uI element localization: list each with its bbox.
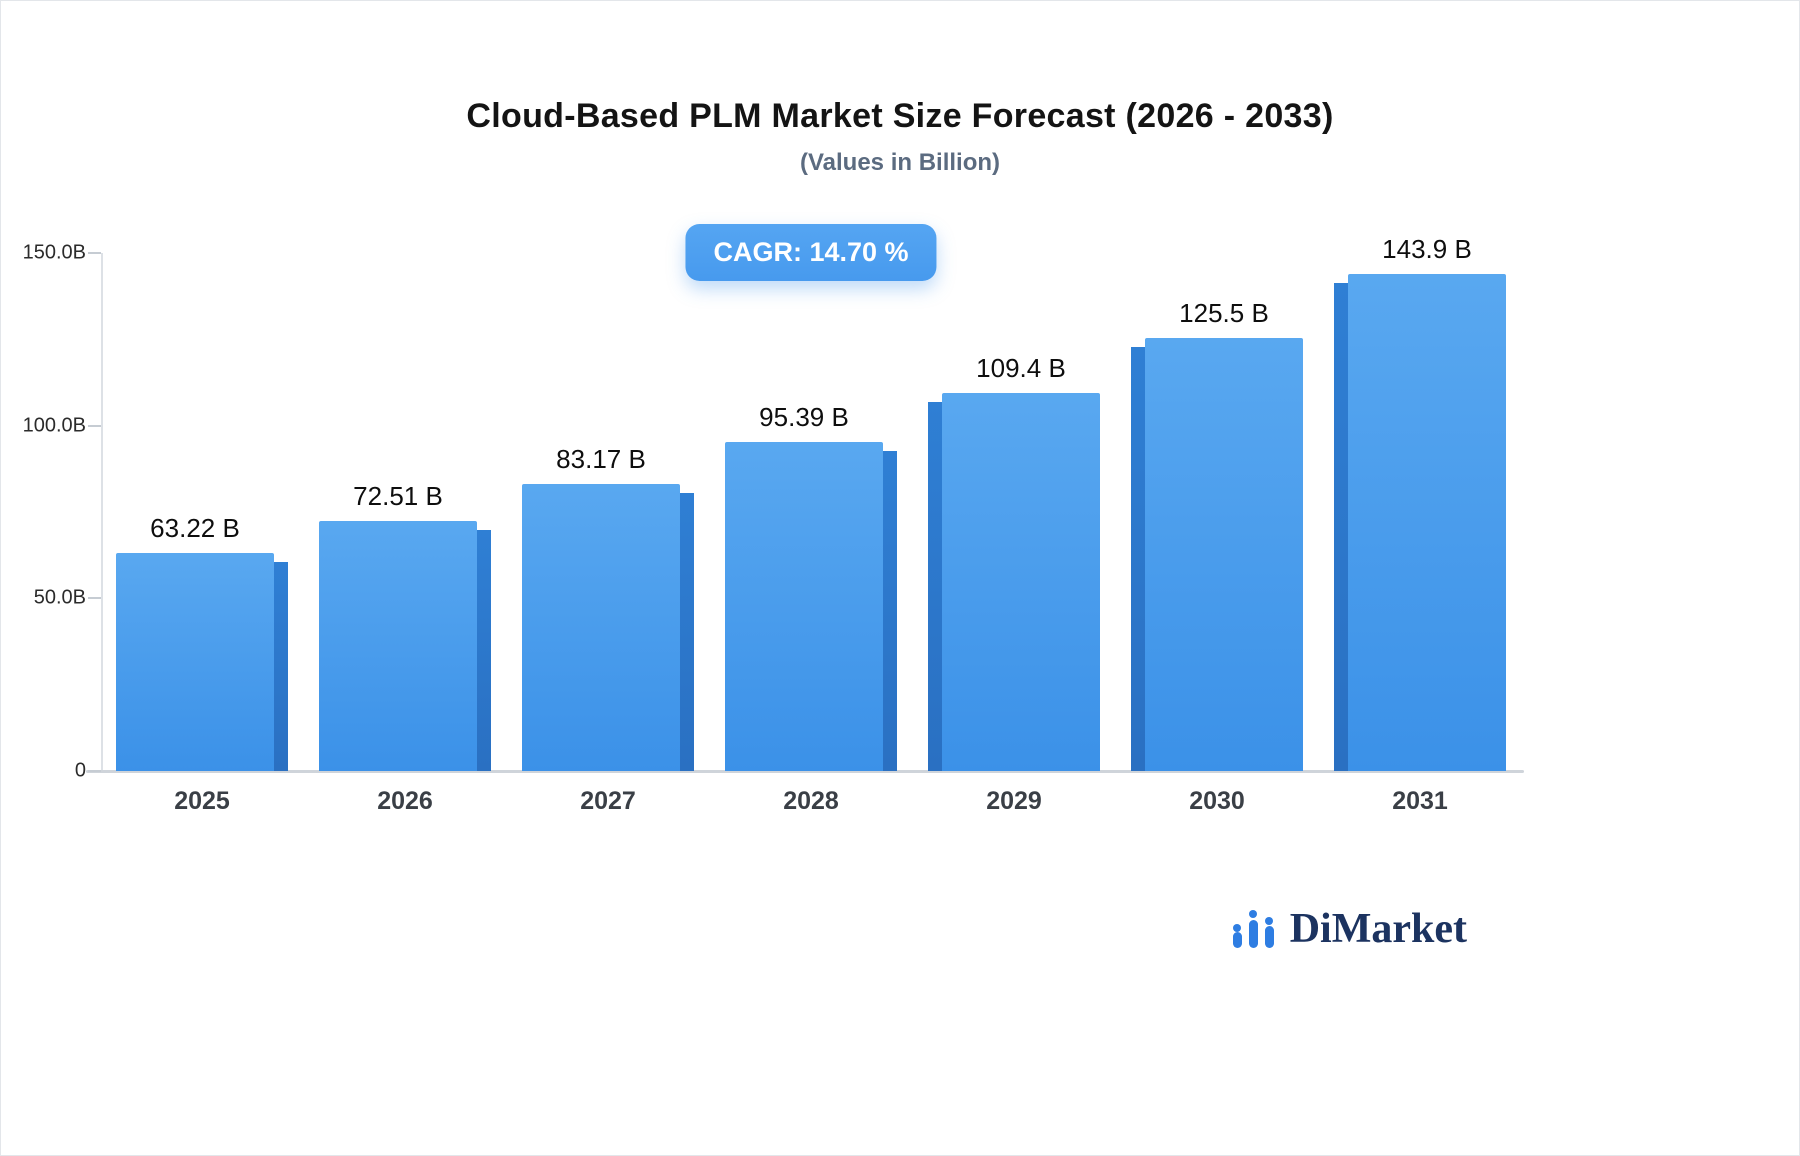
bar-group-2030: [1131, 338, 1303, 771]
bar: [1348, 274, 1506, 771]
bar-value-label: 125.5 B: [1179, 298, 1269, 328]
cagr-badge: CAGR: 14.70 %: [685, 224, 937, 281]
bar-group-2031: [1334, 274, 1506, 771]
bar-chart-logo-icon: [1230, 904, 1278, 950]
bar: [522, 484, 680, 771]
bar-group-2025: [116, 553, 288, 771]
y-axis-tick: [88, 597, 101, 600]
bar: [319, 521, 477, 771]
y-axis-tick: [88, 252, 101, 254]
x-axis-line: [86, 770, 1524, 773]
x-axis-label: 2030: [1189, 787, 1245, 815]
chart-subtitle: (Values in Billion): [799, 149, 1001, 176]
bar-side-shade: [477, 530, 491, 771]
bar-side-shade: [1131, 347, 1145, 771]
x-axis-label: 2031: [1392, 787, 1448, 815]
bar-group-2028: [725, 442, 897, 771]
bar-value-label: 109.4 B: [976, 353, 1066, 383]
y-axis-tick: [88, 770, 101, 772]
bar-group-2027: [522, 484, 694, 771]
chart-title: Cloud-Based PLM Market Size Forecast (20…: [466, 97, 1334, 135]
bar-side-shade: [1334, 283, 1348, 771]
bar-group-2026: [319, 521, 491, 771]
x-axis-label: 2025: [174, 787, 230, 815]
bar: [1145, 338, 1303, 771]
brand-name: DiMarket: [1289, 906, 1467, 952]
x-axis-label: 2027: [580, 787, 636, 815]
y-axis-label: 100.0B: [22, 414, 86, 437]
bar: [725, 442, 883, 771]
bar: [942, 393, 1100, 771]
bar-side-shade: [883, 451, 897, 771]
y-axis-label: 0: [74, 759, 86, 782]
x-axis-label: 2029: [986, 787, 1042, 815]
bar-value-label: 143.9 B: [1382, 234, 1472, 264]
y-axis-label: 150.0B: [22, 241, 86, 264]
y-axis-tick: [88, 424, 101, 427]
bar-value-label: 95.39 B: [759, 402, 849, 432]
x-axis-label: 2026: [377, 787, 433, 815]
x-axis-label: 2028: [783, 787, 839, 815]
bar-side-shade: [680, 493, 694, 771]
bar-side-shade: [274, 562, 288, 771]
bar: [116, 553, 274, 771]
bar-side-shade: [928, 402, 942, 771]
y-axis-label: 50.0B: [33, 586, 86, 609]
bar-value-label: 63.22 B: [150, 513, 240, 543]
bar-value-label: 83.17 B: [556, 444, 646, 474]
y-axis-line: [101, 253, 103, 771]
brand-logo: DiMarket: [1230, 904, 1467, 950]
bar-value-label: 72.51 B: [353, 481, 443, 511]
plot-area: [101, 253, 1521, 771]
bar-group-2029: [928, 393, 1100, 771]
